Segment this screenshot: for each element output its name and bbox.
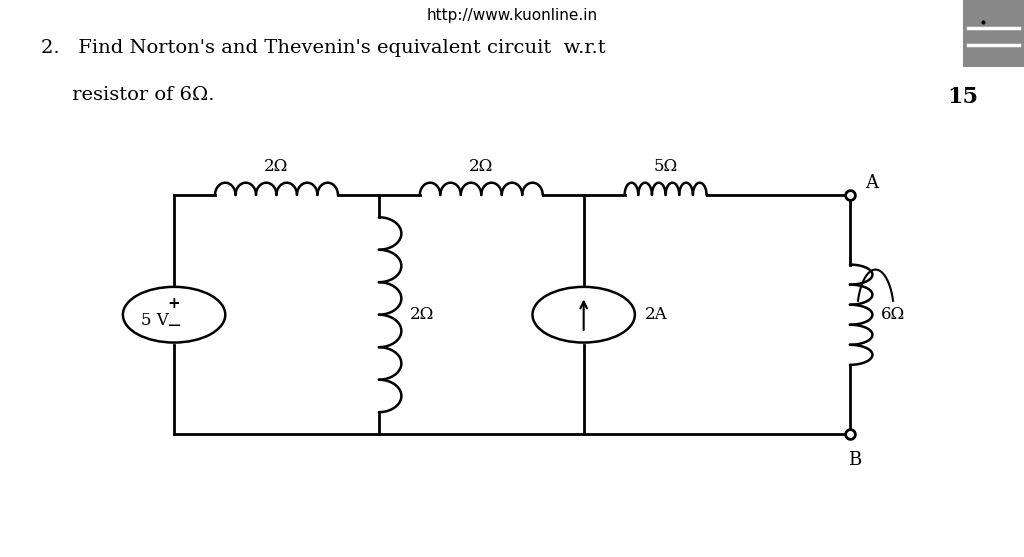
Text: +: + bbox=[168, 296, 180, 311]
Text: 5 V: 5 V bbox=[141, 312, 169, 329]
Text: B: B bbox=[849, 451, 861, 469]
Text: 5Ω: 5Ω bbox=[653, 158, 678, 175]
Text: 2.   Find Norton's and Thevenin's equivalent circuit  w.r.t: 2. Find Norton's and Thevenin's equivale… bbox=[41, 39, 605, 57]
Text: A: A bbox=[865, 174, 879, 192]
Text: resistor of 6Ω.: resistor of 6Ω. bbox=[41, 86, 214, 104]
Text: 2A: 2A bbox=[645, 306, 668, 323]
Text: 2Ω: 2Ω bbox=[264, 158, 289, 175]
Text: 6Ω: 6Ω bbox=[881, 306, 905, 323]
Text: http://www.kuonline.in: http://www.kuonline.in bbox=[426, 8, 598, 23]
FancyBboxPatch shape bbox=[963, 0, 1024, 67]
Text: 2Ω: 2Ω bbox=[469, 158, 494, 175]
Text: −: − bbox=[167, 317, 181, 335]
Text: 2Ω: 2Ω bbox=[410, 306, 434, 323]
Text: 15: 15 bbox=[947, 86, 978, 108]
